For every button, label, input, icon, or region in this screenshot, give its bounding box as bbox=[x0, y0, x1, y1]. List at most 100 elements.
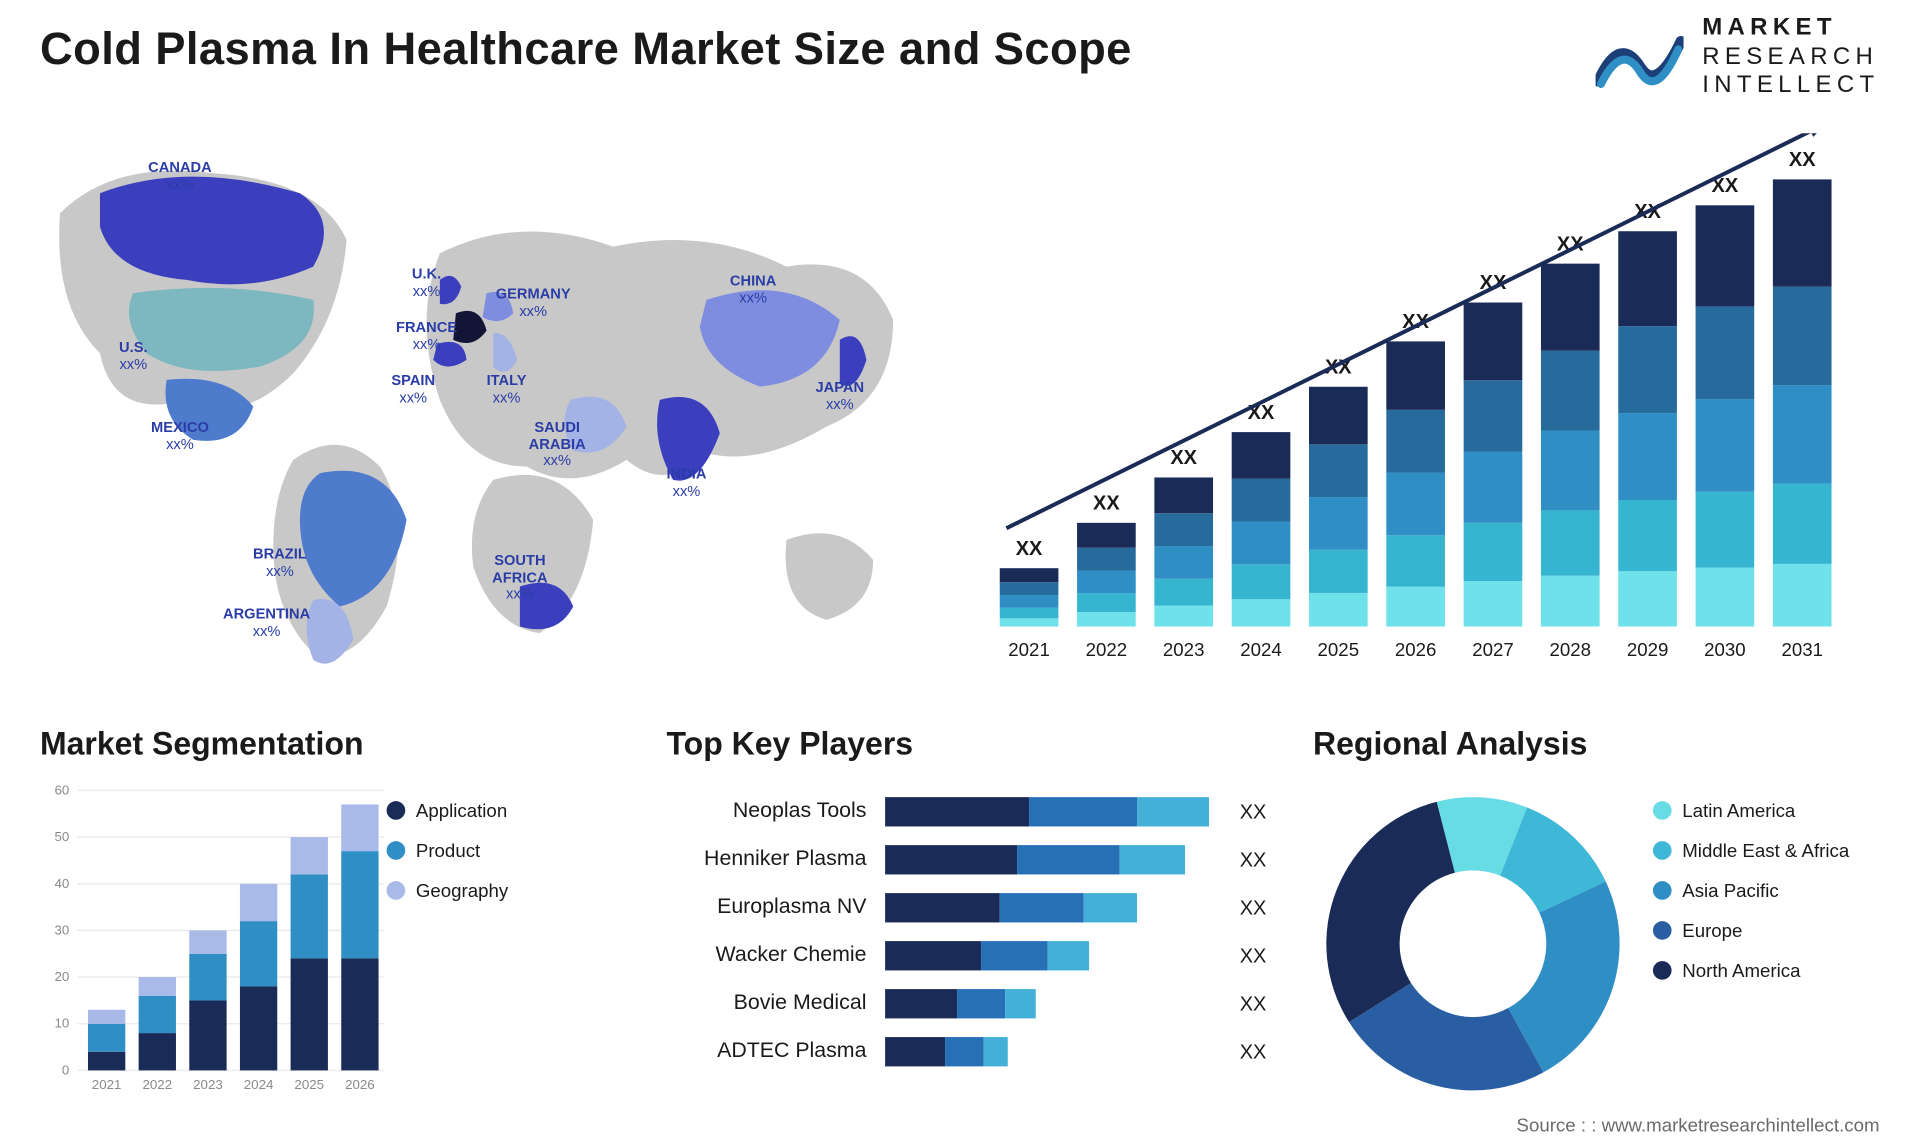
regional-section: Regional Analysis bbox=[1313, 726, 1900, 763]
legend-swatch bbox=[387, 841, 406, 860]
logo-line3: INTELLECT bbox=[1702, 71, 1879, 100]
player-bar-segment bbox=[885, 893, 999, 922]
legend-item: Product bbox=[387, 840, 509, 861]
map-label: ARGENTINAxx% bbox=[213, 607, 320, 641]
player-bar-segment bbox=[945, 1037, 983, 1066]
svg-text:2024: 2024 bbox=[1240, 639, 1282, 660]
legend-item: Europe bbox=[1653, 920, 1849, 941]
legend-swatch bbox=[1653, 881, 1672, 900]
svg-text:2024: 2024 bbox=[244, 1077, 274, 1092]
player-row: Neoplas ToolsXX bbox=[667, 788, 1280, 836]
legend-label: Product bbox=[416, 840, 480, 861]
map-label: U.K.xx% bbox=[373, 267, 480, 301]
player-bar-segment bbox=[885, 941, 981, 970]
player-bar bbox=[885, 1037, 1221, 1066]
svg-text:2025: 2025 bbox=[1318, 639, 1360, 660]
svg-text:2023: 2023 bbox=[1163, 639, 1205, 660]
legend-label: Asia Pacific bbox=[1682, 880, 1778, 901]
legend-item: Asia Pacific bbox=[1653, 880, 1849, 901]
svg-text:2028: 2028 bbox=[1550, 639, 1592, 660]
svg-text:60: 60 bbox=[54, 782, 69, 797]
legend-item: Application bbox=[387, 800, 509, 821]
player-bar bbox=[885, 941, 1221, 970]
players-section: Top Key Players Neoplas ToolsXXHenniker … bbox=[667, 726, 1280, 1075]
logo-text: MARKET RESEARCH INTELLECT bbox=[1702, 13, 1879, 99]
legend-item: North America bbox=[1653, 960, 1849, 981]
svg-text:2022: 2022 bbox=[1086, 639, 1128, 660]
world-map: CANADAxx%U.S.xx%MEXICOxx%BRAZILxx%ARGENT… bbox=[40, 120, 920, 680]
player-bar-segment bbox=[1029, 797, 1137, 826]
players-list: Neoplas ToolsXXHenniker PlasmaXXEuroplas… bbox=[667, 788, 1280, 1076]
svg-text:20: 20 bbox=[54, 969, 69, 984]
svg-text:XX: XX bbox=[1170, 447, 1197, 469]
segmentation-chart: 0102030405060202120222023202420252026 bbox=[40, 780, 387, 1100]
player-bar-segment bbox=[1005, 989, 1035, 1018]
player-bar bbox=[885, 989, 1221, 1018]
players-title: Top Key Players bbox=[667, 726, 1280, 763]
player-bar-segment bbox=[1083, 893, 1137, 922]
svg-text:XX: XX bbox=[1016, 538, 1043, 560]
svg-text:40: 40 bbox=[54, 876, 69, 891]
legend-item: Geography bbox=[387, 880, 509, 901]
player-bar-segment bbox=[1119, 845, 1185, 874]
player-bar-segment bbox=[1017, 845, 1119, 874]
legend-item: Middle East & Africa bbox=[1653, 840, 1849, 861]
player-name: ADTEC Plasma bbox=[667, 1040, 867, 1064]
logo-line1: MARKET bbox=[1702, 13, 1879, 42]
player-row: Bovie Medical XX bbox=[667, 980, 1280, 1028]
forecast-chart: XX2021XX2022XX2023XX2024XX2025XX2026XX20… bbox=[986, 133, 1879, 680]
player-bar-segment bbox=[885, 797, 1029, 826]
svg-text:2029: 2029 bbox=[1627, 639, 1669, 660]
map-label: INDIAxx% bbox=[633, 467, 740, 501]
svg-text:XX: XX bbox=[1093, 493, 1120, 515]
regional-title: Regional Analysis bbox=[1313, 726, 1900, 763]
player-name: Europlasma NV bbox=[667, 896, 867, 920]
logo-swoosh-icon bbox=[1596, 23, 1684, 90]
svg-text:2023: 2023 bbox=[193, 1077, 223, 1092]
svg-text:50: 50 bbox=[54, 829, 69, 844]
player-value: XX bbox=[1240, 1040, 1280, 1063]
player-name: Bovie Medical bbox=[667, 992, 867, 1016]
svg-text:2025: 2025 bbox=[294, 1077, 324, 1092]
svg-text:30: 30 bbox=[54, 922, 69, 937]
legend-swatch bbox=[1653, 841, 1672, 860]
legend-item: Latin America bbox=[1653, 800, 1849, 821]
brand-logo: MARKET RESEARCH INTELLECT bbox=[1596, 13, 1880, 99]
map-label: CHINAxx% bbox=[700, 273, 807, 307]
player-bar-segment bbox=[1047, 941, 1089, 970]
player-name: Wacker Chemie bbox=[667, 944, 867, 968]
legend-label: Geography bbox=[416, 880, 508, 901]
svg-text:2026: 2026 bbox=[1395, 639, 1437, 660]
player-name: Neoplas Tools bbox=[667, 800, 867, 824]
legend-label: Application bbox=[416, 800, 507, 821]
svg-text:2021: 2021 bbox=[1008, 639, 1050, 660]
map-label: BRAZILxx% bbox=[227, 547, 334, 581]
svg-text:0: 0 bbox=[62, 1062, 69, 1077]
legend-swatch bbox=[387, 881, 406, 900]
map-label: U.S.xx% bbox=[80, 340, 187, 374]
legend-swatch bbox=[1653, 801, 1672, 820]
svg-text:2021: 2021 bbox=[92, 1077, 122, 1092]
map-label: MEXICOxx% bbox=[127, 420, 234, 454]
player-value: XX bbox=[1240, 848, 1280, 871]
map-label: ITALYxx% bbox=[453, 373, 560, 407]
svg-text:2027: 2027 bbox=[1472, 639, 1514, 660]
legend-label: Middle East & Africa bbox=[1682, 840, 1849, 861]
player-value: XX bbox=[1240, 992, 1280, 1015]
player-name: Henniker Plasma bbox=[667, 848, 867, 872]
map-label: JAPANxx% bbox=[786, 380, 893, 414]
player-bar-segment bbox=[957, 989, 1005, 1018]
player-bar-segment bbox=[885, 845, 1017, 874]
legend-label: North America bbox=[1682, 960, 1800, 981]
svg-text:2022: 2022 bbox=[142, 1077, 172, 1092]
map-label: GERMANYxx% bbox=[480, 287, 587, 321]
player-row: Europlasma NVXX bbox=[667, 884, 1280, 932]
page-title: Cold Plasma In Healthcare Market Size an… bbox=[40, 24, 1132, 76]
legend-label: Latin America bbox=[1682, 800, 1795, 821]
segmentation-legend: Application Product Geography bbox=[387, 800, 509, 920]
player-bar-segment bbox=[981, 941, 1047, 970]
player-bar-segment bbox=[885, 989, 957, 1018]
regional-legend: Latin America Middle East & Africa Asia Pa… bbox=[1653, 800, 1849, 1000]
player-value: XX bbox=[1240, 944, 1280, 967]
segmentation-title: Market Segmentation bbox=[40, 726, 573, 763]
